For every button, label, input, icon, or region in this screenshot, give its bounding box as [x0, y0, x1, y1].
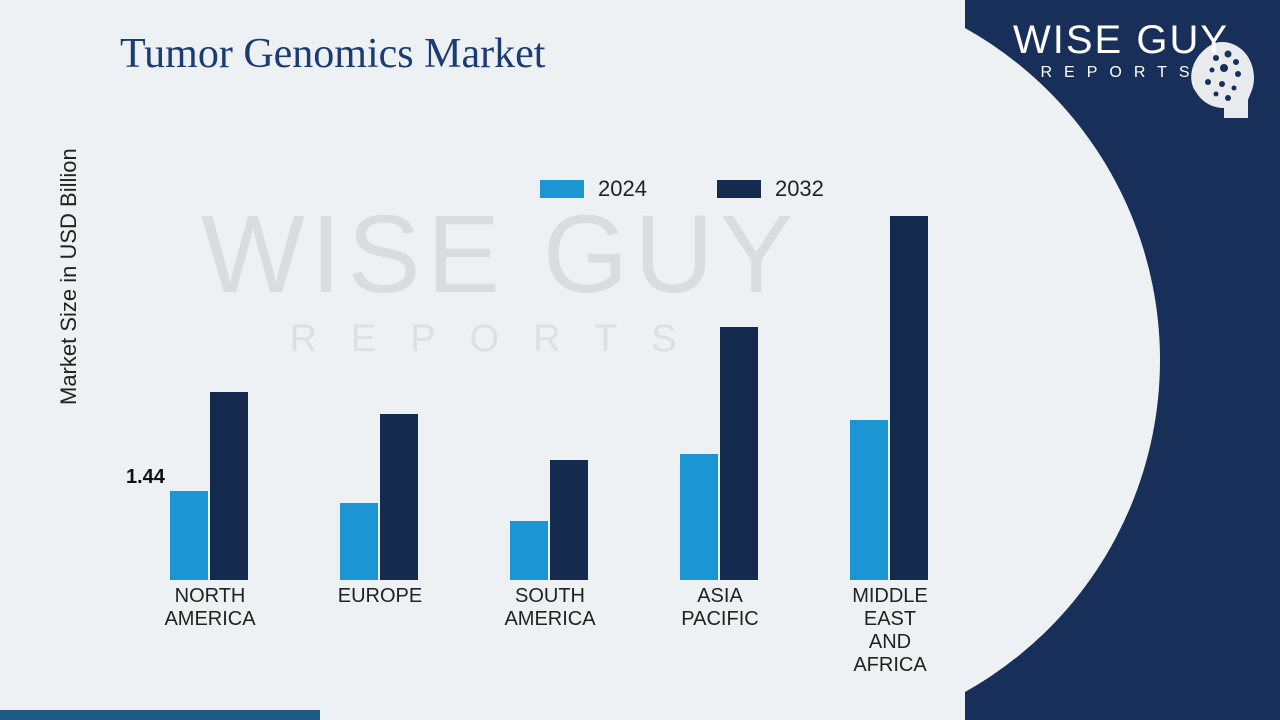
legend-label: 2024: [598, 176, 647, 202]
category-label: SOUTHAMERICA: [480, 585, 620, 631]
legend-swatch: [540, 180, 584, 198]
category-label: MIDDLEEASTANDAFRICA: [820, 585, 960, 677]
bar: [510, 521, 548, 580]
legend-label: 2032: [775, 176, 824, 202]
value-label: 1.44: [126, 466, 165, 489]
right-brand-panel: WISE GUY REPORTS: [965, 0, 1280, 720]
bar: [170, 491, 208, 580]
category-label: NORTHAMERICA: [140, 585, 280, 631]
bar: [850, 420, 888, 580]
legend-item: 2032: [717, 176, 824, 202]
brain-head-icon: [1182, 38, 1260, 124]
bar: [210, 392, 248, 580]
plot-area: 1.44: [170, 210, 1000, 580]
category-label: EUROPE: [310, 585, 450, 608]
footer-accent-bar: [0, 710, 320, 720]
bar: [380, 414, 418, 581]
legend-item: 2024: [540, 176, 647, 202]
category-label: ASIAPACIFIC: [650, 585, 790, 631]
chart-stage: WISE GUY REPORTS Tumor Genomics Market W…: [0, 0, 1280, 720]
chart-title: Tumor Genomics Market: [120, 30, 545, 78]
legend: 2024 2032: [540, 176, 824, 202]
bar: [720, 327, 758, 580]
bar: [890, 216, 928, 580]
bar: [550, 460, 588, 580]
brand-logo: WISE GUY REPORTS: [986, 20, 1256, 82]
bar-chart: 1.44: [100, 210, 1000, 580]
bar: [340, 503, 378, 580]
bar: [680, 454, 718, 580]
legend-swatch: [717, 180, 761, 198]
y-axis-label: Market Size in USD Billion: [56, 148, 82, 405]
